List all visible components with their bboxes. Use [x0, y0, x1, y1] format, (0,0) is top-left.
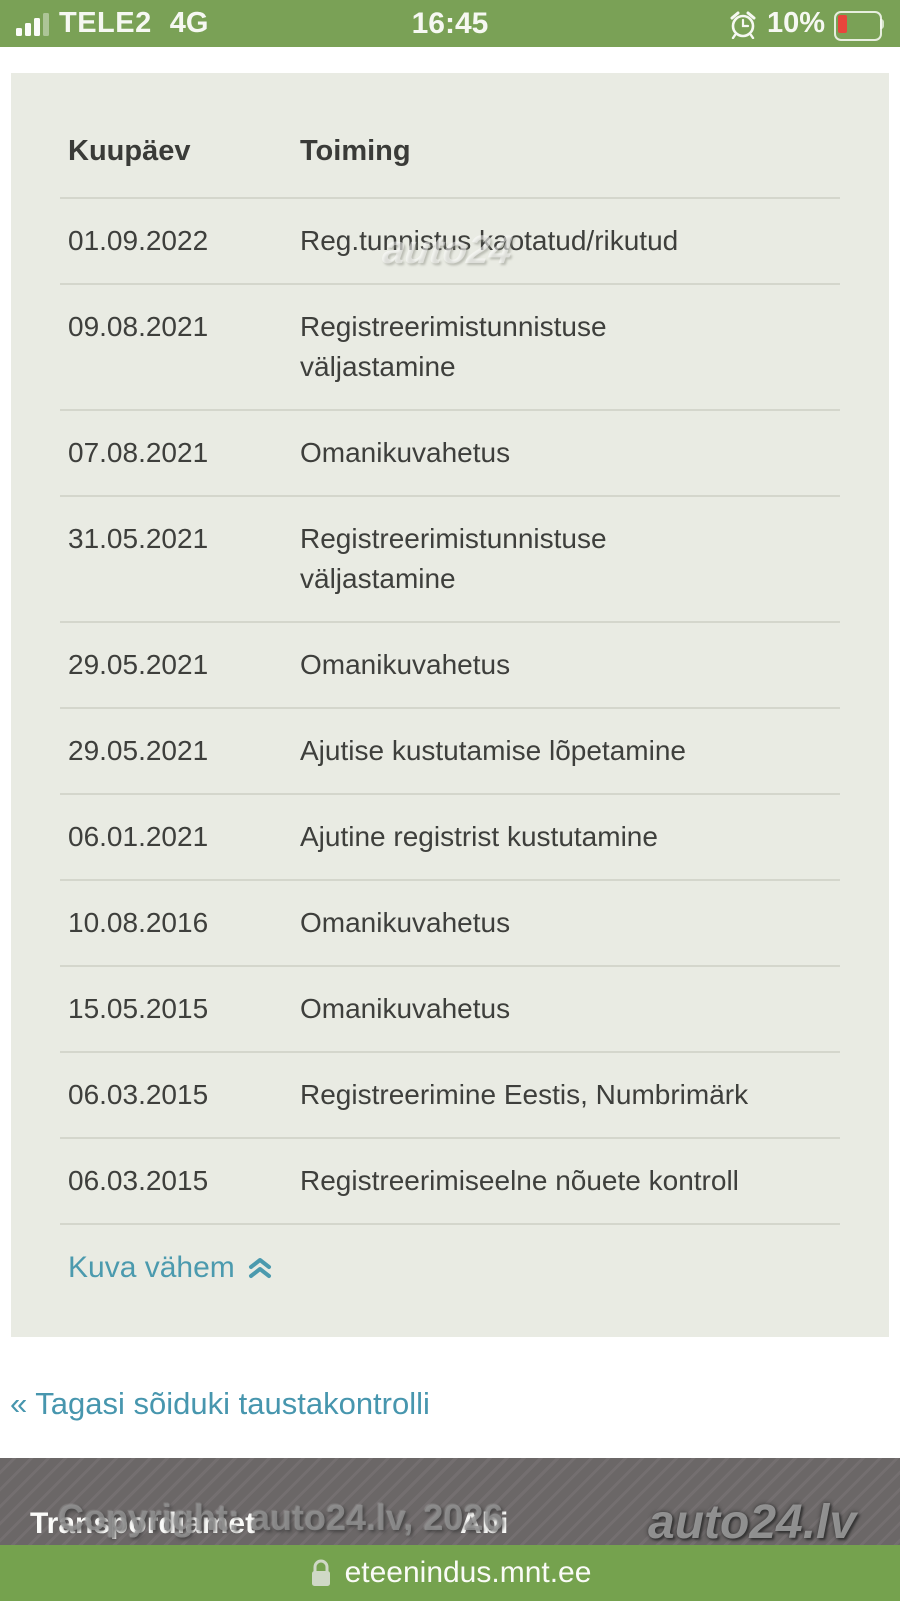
- footer-bar: Transpordiamet Abi: [0, 1458, 900, 1545]
- header-date: Kuupäev: [68, 135, 191, 167]
- row-date: 29.05.2021: [68, 735, 209, 766]
- row-action: Registreerimine Eestis, Numbrimärk: [300, 1079, 749, 1110]
- table-row: 29.05.2021 Omanikuvahetus: [60, 623, 840, 709]
- row-action: Registreerimiseelne nõuete kontroll: [300, 1165, 739, 1196]
- row-date: 06.03.2015: [68, 1079, 209, 1110]
- row-date: 29.05.2021: [68, 649, 209, 680]
- table-row: 09.08.2021 Registreerimistunnistuse välj…: [60, 285, 840, 411]
- history-table-card: Kuupäev Toiming 01.09.2022 Reg.tunnistus…: [11, 73, 889, 1337]
- signal-strength-icon: [16, 12, 49, 36]
- row-date: 09.08.2021: [68, 311, 209, 342]
- url-text: eteenindus.mnt.ee: [344, 1556, 592, 1589]
- table-row: 06.01.2021 Ajutine registrist kustutamin…: [60, 795, 840, 881]
- row-action: Registreerimistunnistuse väljastamine: [300, 523, 607, 594]
- row-date: 10.08.2016: [68, 907, 209, 938]
- row-action: Ajutine registrist kustutamine: [300, 821, 658, 852]
- row-action: Ajutise kustutamise lõpetamine: [300, 735, 686, 766]
- carrier-label: TELE2: [59, 7, 152, 39]
- show-less-link[interactable]: Kuva vähem: [68, 1251, 273, 1285]
- row-action: Omanikuvahetus: [300, 649, 511, 680]
- row-date: 07.08.2021: [68, 437, 209, 468]
- table-row: 29.05.2021 Ajutise kustutamise lõpetamin…: [60, 709, 840, 795]
- footer-link-abi[interactable]: Abi: [460, 1507, 509, 1540]
- battery-percent-label: 10%: [766, 7, 825, 39]
- table-header-row: Kuupäev Toiming: [60, 131, 840, 199]
- lock-icon: [309, 1558, 333, 1588]
- network-type-label: 4G: [169, 7, 209, 39]
- status-bar: TELE2 4G 16:45 10%: [0, 0, 900, 47]
- status-left-group: TELE2 4G: [16, 7, 208, 40]
- header-action: Toiming: [300, 135, 411, 167]
- row-action: Omanikuvahetus: [300, 907, 511, 938]
- battery-icon: [834, 10, 886, 41]
- row-date: 06.03.2015: [68, 1165, 209, 1196]
- browser-url-bar[interactable]: eteenindus.mnt.ee: [0, 1545, 900, 1601]
- chevron-up-double-icon: [247, 1255, 273, 1281]
- table-row: 06.03.2015 Registreerimine Eestis, Numbr…: [60, 1053, 840, 1139]
- row-date: 01.09.2022: [68, 225, 209, 256]
- table-row: 31.05.2021 Registreerimistunnistuse välj…: [60, 497, 840, 623]
- table-row: 15.05.2015 Omanikuvahetus: [60, 967, 840, 1053]
- row-date: 06.01.2021: [68, 821, 209, 852]
- status-right-group: 10%: [728, 7, 886, 41]
- table-row: 10.08.2016 Omanikuvahetus: [60, 881, 840, 967]
- table-row: 07.08.2021 Omanikuvahetus: [60, 411, 840, 497]
- back-to-background-check-link[interactable]: « Tagasi sõiduki taustakontrolli: [10, 1386, 430, 1421]
- row-action: Omanikuvahetus: [300, 437, 511, 468]
- row-action: Registreerimistunnistuse väljastamine: [300, 311, 607, 382]
- footer-link-transpordiamet[interactable]: Transpordiamet: [30, 1507, 256, 1540]
- row-action: Reg.tunnistus kaotatud/rikutud: [300, 225, 679, 256]
- row-action: Omanikuvahetus: [300, 993, 511, 1024]
- show-less-label: Kuva vähem: [68, 1251, 235, 1284]
- table-row: 01.09.2022 Reg.tunnistus kaotatud/rikutu…: [60, 199, 840, 285]
- table-row: 06.03.2015 Registreerimiseelne nõuete ko…: [60, 1139, 840, 1225]
- alarm-clock-icon: [728, 9, 758, 39]
- row-date: 15.05.2015: [68, 993, 209, 1024]
- row-date: 31.05.2021: [68, 523, 209, 554]
